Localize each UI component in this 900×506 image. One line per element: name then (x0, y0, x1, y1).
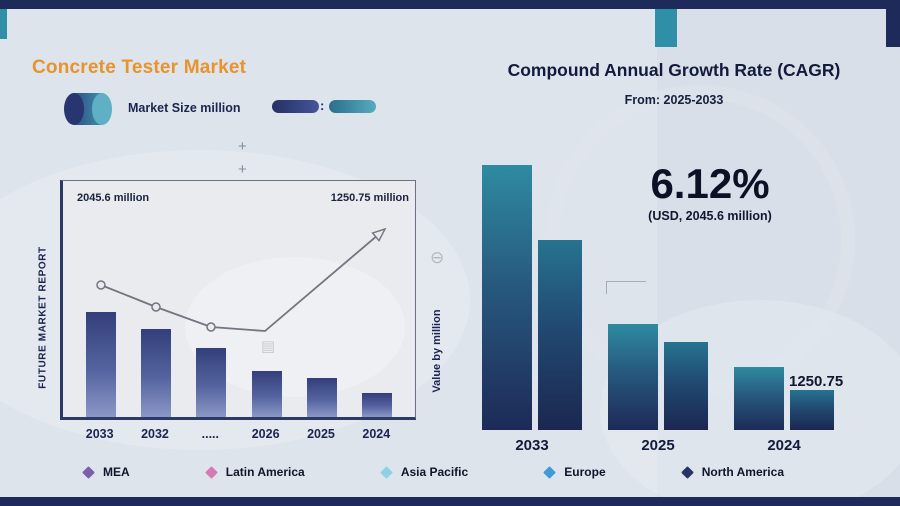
cagr-bar (734, 367, 784, 430)
legend-label: Europe (564, 465, 606, 479)
top-accent-bar (0, 0, 900, 9)
plus-icon: + (238, 138, 247, 155)
legend-item-asia-pacific: Asia Pacific (379, 465, 469, 479)
plus-icon: + (238, 161, 247, 178)
min-value-label: 1250.75 million (330, 192, 409, 204)
legend-label: Latin America (225, 465, 305, 479)
pill-decoration-teal (329, 100, 376, 113)
legend-diamond-icon (379, 465, 393, 479)
market-bar (306, 378, 337, 417)
cagr-bar-group (734, 367, 834, 430)
legend-item-latin-america: Latin America (204, 465, 305, 479)
market-bar (85, 312, 116, 417)
value-by-million-label: Value by million (431, 309, 443, 393)
future-market-report-label: FUTURE MARKET REPORT (37, 246, 49, 389)
pill-decoration-navy (272, 100, 319, 113)
cagr-value: 6.12% (650, 160, 770, 207)
market-bars (63, 179, 415, 417)
legend-label: MEA (103, 465, 130, 479)
market-x-label: 2024 (362, 427, 391, 441)
market-bar (362, 393, 393, 417)
database-icon (64, 93, 112, 125)
market-x-label: 2033 (85, 427, 114, 441)
cagr-annotation: 1250.75 (789, 373, 844, 390)
region-legend: MEA Latin America Asia Pacific Europe North … (82, 465, 784, 479)
cagr-title: Compound Annual Growth Rate (CAGR) (507, 60, 841, 80)
legend-item-mea: MEA (82, 465, 130, 479)
max-value-label: 2045.6 million (77, 192, 150, 204)
cagr-bar (482, 165, 532, 430)
cagr-x-label: 2033 (515, 437, 549, 454)
navy-accent-right (886, 9, 900, 47)
legend-label: North America (701, 465, 784, 479)
cagr-bar (608, 324, 658, 430)
legend-item-europe: Europe (543, 465, 606, 479)
bottom-accent-bar (0, 497, 900, 506)
cagr-x-labels: 2033 2025 2024 (482, 437, 834, 454)
legend-diamond-icon (204, 465, 218, 479)
pill-colon: : (320, 98, 325, 113)
cagr-bar (538, 240, 582, 430)
market-size-label: Market Size million (128, 101, 241, 115)
market-bar (196, 348, 227, 417)
cagr-bar (790, 390, 834, 430)
legend-diamond-icon (680, 465, 694, 479)
teal-accent-left (0, 9, 7, 39)
cagr-subtitle: From: 2025-2033 (624, 93, 724, 107)
market-x-label: 2025 (307, 427, 335, 441)
legend-diamond-icon (543, 465, 557, 479)
cagr-x-label: 2024 (767, 437, 801, 454)
cagr-bar (664, 342, 708, 430)
market-x-labels: 2033 2032..... 2026 2025 2024 (62, 427, 414, 441)
teal-accent-mid (655, 9, 677, 47)
cagr-bar-group (482, 165, 582, 430)
market-x-label: 2032 (141, 427, 169, 441)
legend-label: Asia Pacific (400, 465, 469, 479)
clipboard-icon: ▤ (261, 338, 276, 355)
market-size-chart: 2045.6 million 1250.75 million ▤ (60, 180, 416, 420)
cagr-bar-group (608, 324, 708, 430)
cagr-x-label: 2025 (641, 437, 675, 454)
legend-diamond-icon (82, 465, 95, 479)
market-bar (251, 371, 282, 417)
cagr-note: (USD, 2045.6 million) (648, 209, 772, 223)
cagr-bars (482, 160, 834, 430)
bracket-decoration (606, 281, 646, 294)
market-x-label: ..... (201, 427, 219, 441)
legend-item-north-america: North America (680, 465, 784, 479)
market-bar (140, 329, 171, 417)
market-x-label: 2026 (251, 427, 280, 441)
minus-circle-icon: ⊖ (430, 248, 445, 267)
market-title: Concrete Tester Market (32, 57, 247, 78)
